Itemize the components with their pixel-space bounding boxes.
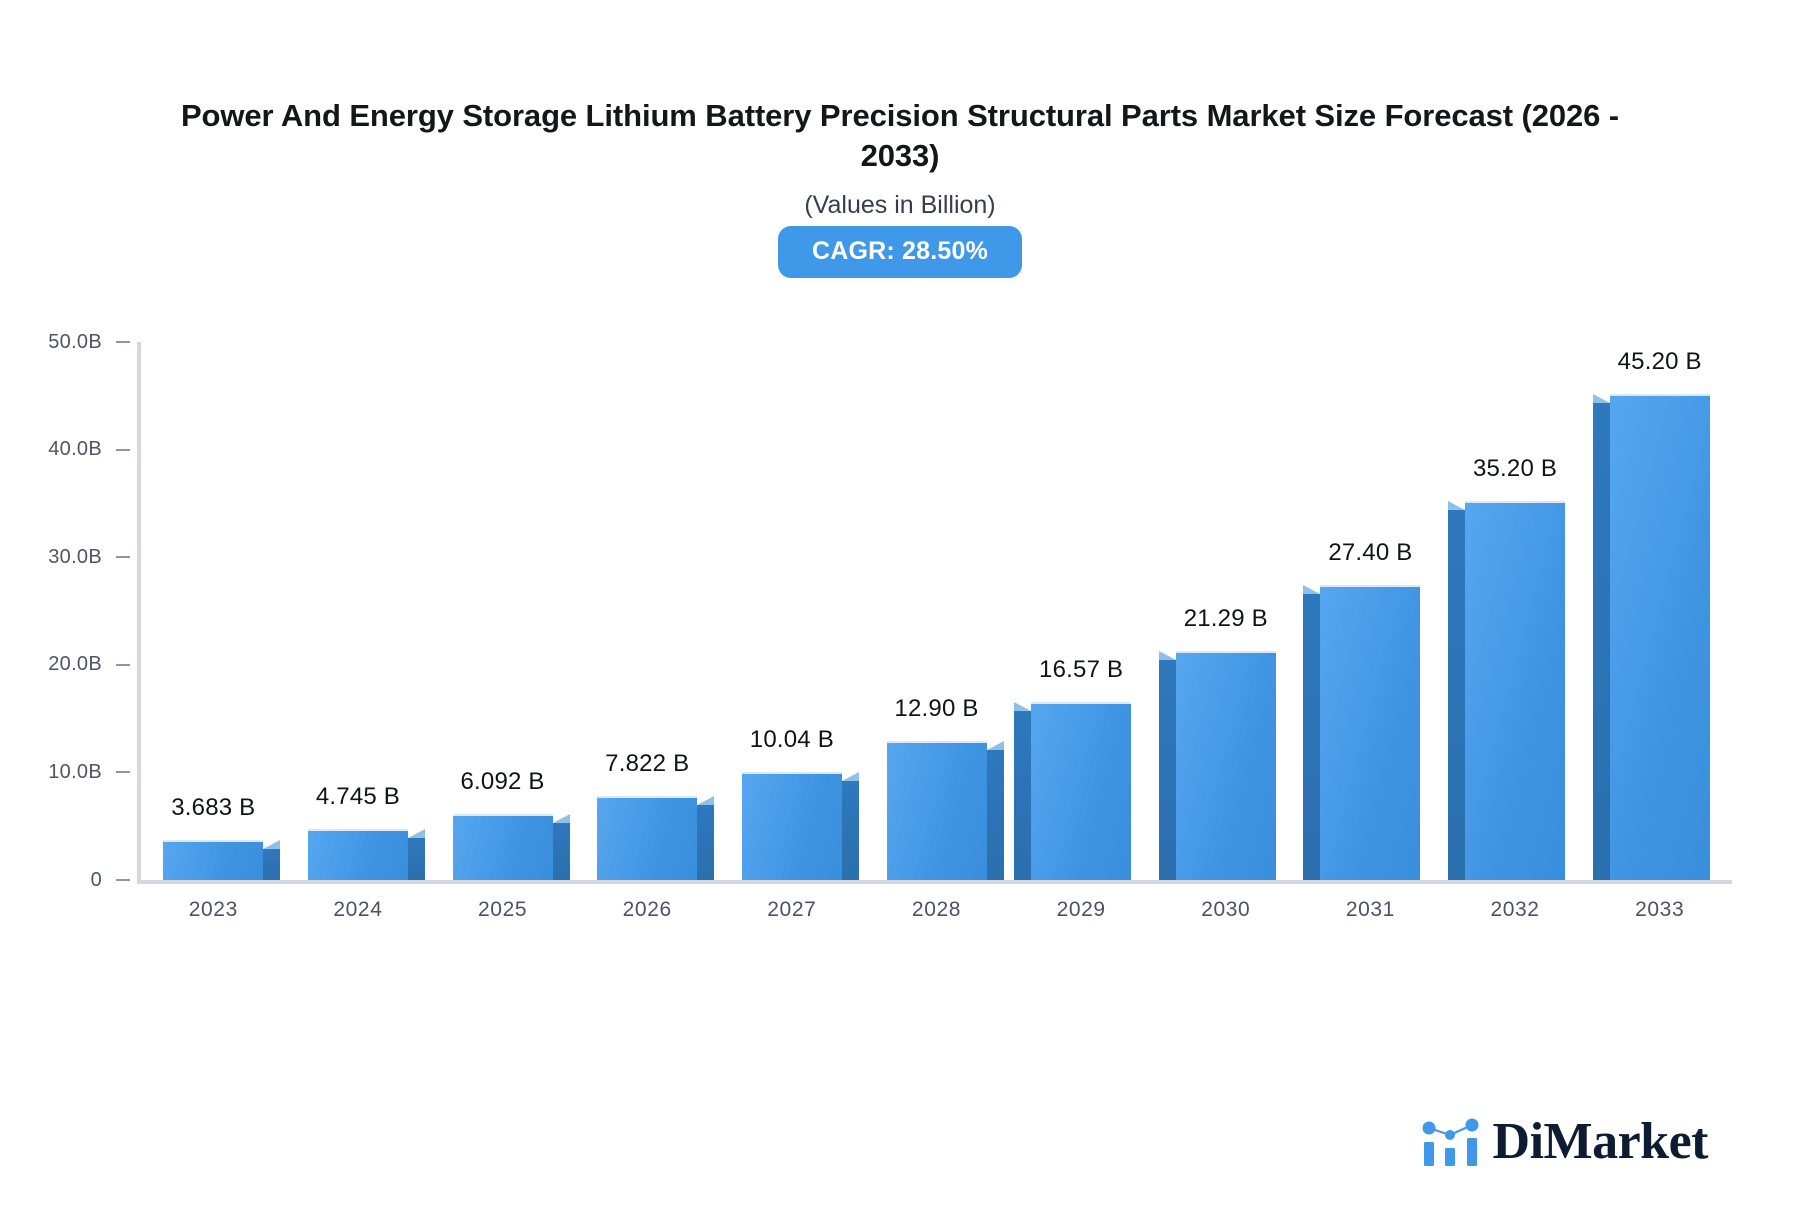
bar-value-label: 3.683 B (171, 794, 256, 822)
y-axis-tick: 10.0B (0, 760, 130, 783)
bar[interactable] (741, 771, 859, 880)
bar-column[interactable]: 3.683 B (163, 342, 281, 880)
bar[interactable] (886, 741, 1004, 880)
y-axis-tick: 20.0B (0, 653, 130, 676)
bar-side-face (1592, 393, 1610, 880)
bar-column[interactable]: 35.20 B (1448, 342, 1566, 880)
bar-side-face (263, 840, 281, 880)
bar-column[interactable]: 7.822 B (597, 342, 715, 880)
bar-value-label: 21.29 B (1183, 604, 1268, 632)
y-axis-tick-label: 10.0B (48, 760, 102, 783)
x-axis-tick-label: 2026 (622, 898, 672, 921)
bar[interactable] (1014, 701, 1132, 880)
bar[interactable] (597, 795, 715, 880)
bar-series: 3.683 B 4.745 B 6.092 B 7.822 B 10.04 B 12.90… (141, 342, 1732, 880)
y-axis-tick: 40.0B (0, 438, 130, 461)
bar-front-face (452, 814, 553, 880)
bar-side-face (1303, 585, 1321, 880)
bar[interactable] (307, 828, 425, 880)
bar-column[interactable]: 6.092 B (452, 342, 570, 880)
bar-chart-trend-icon (1422, 1118, 1479, 1166)
bar-front-face (886, 741, 987, 880)
x-axis-tick-label: 2030 (1201, 898, 1251, 921)
bar-column[interactable]: 16.57 B (1014, 342, 1132, 880)
bar-side-face (697, 795, 715, 880)
y-axis-tick: 30.0B (0, 545, 130, 568)
bar-column[interactable]: 12.90 B (886, 342, 1004, 880)
bar-side-face (1014, 701, 1032, 880)
bar-column[interactable]: 45.20 B (1592, 342, 1710, 880)
x-axis-tick-label: 2025 (478, 898, 528, 921)
bar-side-face (1448, 501, 1466, 880)
y-axis-tick-label: 40.0B (48, 438, 102, 461)
y-axis-tick-mark (116, 663, 130, 666)
bar[interactable] (1592, 393, 1710, 880)
bar-side-face (552, 814, 570, 880)
y-axis-tick-mark (116, 341, 130, 343)
y-axis-tick: 0 (0, 868, 130, 891)
bar-front-face (1031, 701, 1132, 880)
y-axis-tick-label: 0 (90, 868, 102, 891)
dimarket-logo: DiMarket (1421, 1113, 1709, 1170)
bar-column[interactable]: 21.29 B (1158, 342, 1276, 880)
logo-wordmark: DiMarket (1492, 1113, 1709, 1170)
bar-front-face (1465, 501, 1566, 880)
bar-side-face (407, 828, 425, 880)
bar-column[interactable]: 10.04 B (741, 342, 859, 880)
bar-front-face (597, 795, 698, 880)
bar-front-face (1320, 585, 1421, 880)
x-axis-tick-label: 2027 (767, 898, 817, 921)
x-axis-tick-label: 2031 (1345, 898, 1395, 921)
y-axis-tick-mark (116, 556, 130, 559)
y-axis-tick: 50.0B (0, 330, 130, 353)
x-axis-line (137, 880, 1732, 884)
y-axis-tick-mark (116, 448, 130, 451)
x-axis-tick-label: 2028 (911, 898, 962, 921)
x-axis-tick-label: 2023 (188, 898, 238, 921)
y-axis-line (137, 342, 141, 880)
x-axis-labels: 2023 2024 2025 2026 2027 2028 2029 2030 2031 2032… (141, 898, 1732, 938)
bar-value-label: 35.20 B (1472, 455, 1558, 483)
y-axis-tick-label: 20.0B (48, 653, 102, 676)
bar-value-label: 7.822 B (605, 749, 690, 777)
chart-subtitle: (Values in Billion) (804, 190, 996, 219)
bar-side-face (841, 771, 859, 880)
plot-area: 0 10.0B 20.0B 30.0B 40.0B 50.0B 3.683 B 4.745 … (0, 330, 1800, 891)
bar-front-face (307, 828, 408, 880)
bar-front-face (741, 771, 842, 880)
bar[interactable] (1158, 650, 1276, 880)
y-axis-tick-label: 50.0B (48, 330, 102, 353)
x-axis-tick-label: 2024 (333, 898, 383, 921)
bar-column[interactable]: 27.40 B (1303, 342, 1421, 880)
bar-value-label: 45.20 B (1617, 347, 1702, 375)
bar-front-face (1175, 650, 1276, 880)
bar-side-face (1158, 650, 1176, 880)
bar-value-label: 4.745 B (315, 782, 401, 810)
x-axis-tick-label: 2032 (1490, 898, 1540, 921)
bar-value-label: 27.40 B (1328, 539, 1413, 567)
x-axis-tick-label: 2033 (1635, 898, 1685, 921)
bar[interactable] (163, 840, 281, 880)
bar-value-label: 10.04 B (749, 725, 834, 753)
bar-side-face (986, 741, 1004, 880)
bar-value-label: 16.57 B (1039, 655, 1124, 683)
bar-column[interactable]: 4.745 B (307, 342, 425, 880)
bar-front-face (1609, 393, 1710, 880)
bar-value-label: 6.092 B (460, 768, 545, 796)
y-axis-tick-mark (116, 771, 130, 774)
x-axis-tick-label: 2029 (1056, 898, 1106, 921)
y-axis-tick-mark (116, 879, 130, 881)
bar-value-label: 12.90 B (894, 695, 979, 723)
bar[interactable] (452, 814, 570, 880)
y-axis-tick-label: 30.0B (48, 545, 102, 568)
bar-front-face (163, 840, 264, 880)
cagr-badge-wrap: CAGR: 28.50% (0, 225, 1800, 278)
bar[interactable] (1448, 501, 1566, 880)
chart-header: Power And Energy Storage Lithium Battery… (0, 96, 1800, 278)
cagr-badge: CAGR: 28.50% (777, 225, 1023, 278)
bar[interactable] (1303, 585, 1421, 880)
page-title: Power And Energy Storage Lithium Battery… (180, 98, 1620, 174)
